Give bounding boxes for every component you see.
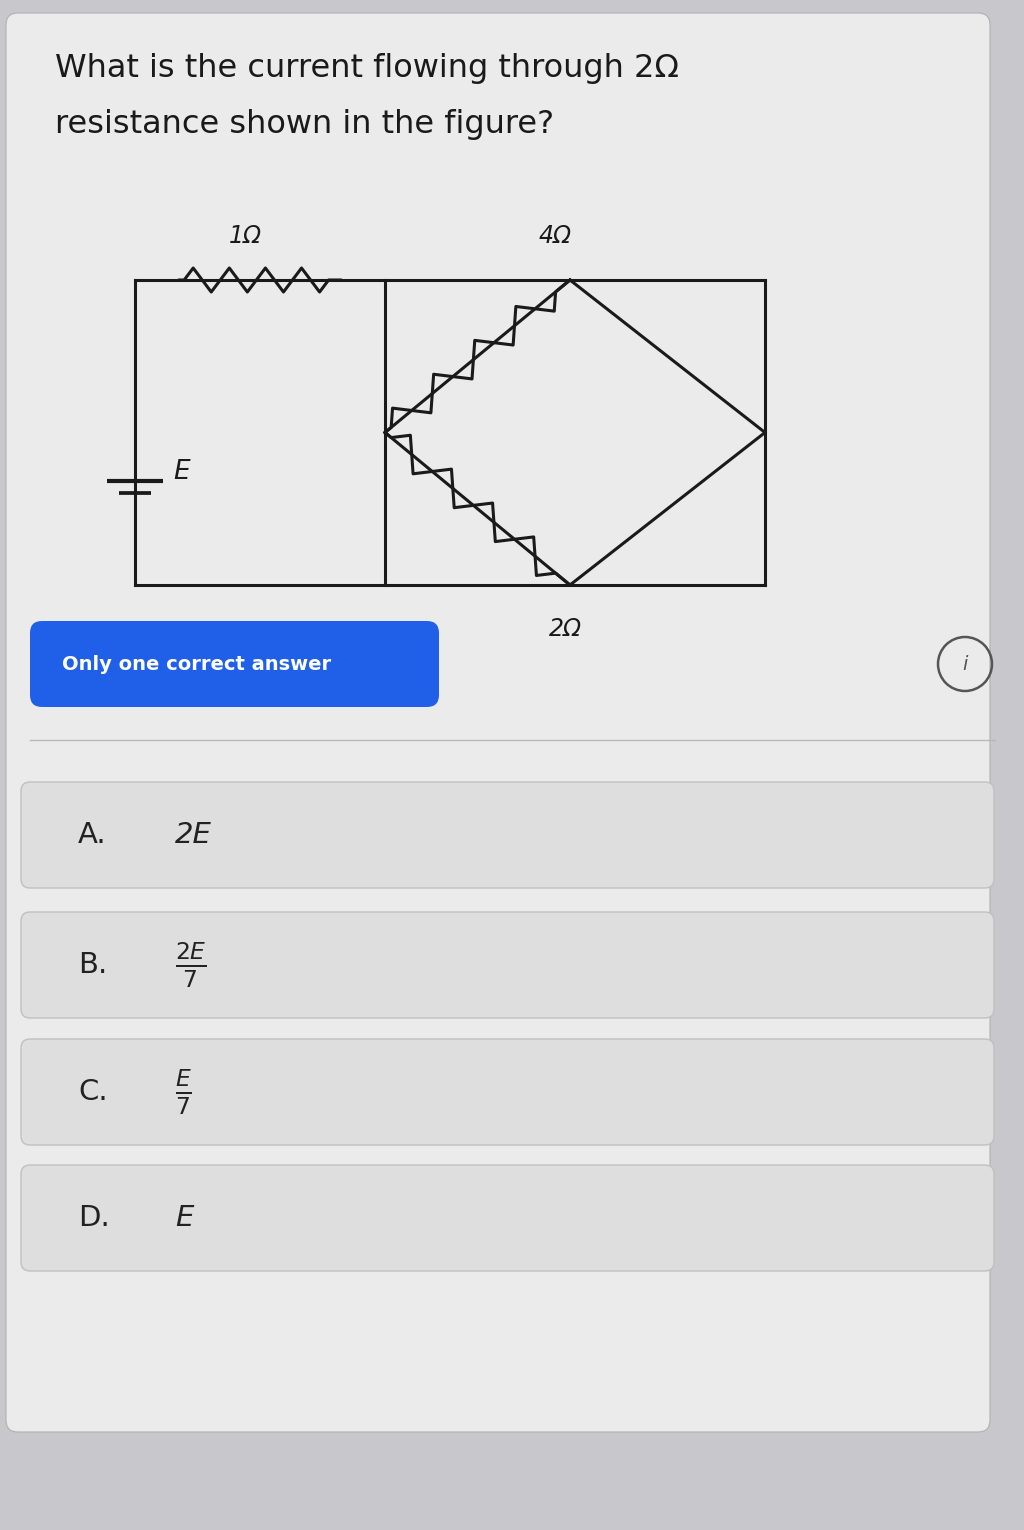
Text: C.: C. (78, 1079, 108, 1106)
Text: 1Ω: 1Ω (228, 223, 261, 248)
Text: D.: D. (78, 1204, 110, 1232)
Text: Only one correct answer: Only one correct answer (62, 655, 331, 673)
Text: 4Ω: 4Ω (539, 223, 571, 248)
Text: What is the current flowing through 2Ω: What is the current flowing through 2Ω (55, 52, 679, 84)
Text: 2E: 2E (175, 822, 212, 849)
Text: B.: B. (78, 952, 108, 979)
FancyBboxPatch shape (30, 621, 439, 707)
Text: A.: A. (78, 822, 106, 849)
Text: resistance shown in the figure?: resistance shown in the figure? (55, 110, 554, 141)
Text: $\frac{2E}{7}$: $\frac{2E}{7}$ (175, 941, 207, 990)
FancyBboxPatch shape (22, 782, 994, 887)
Text: $\frac{E}{7}$: $\frac{E}{7}$ (175, 1068, 191, 1117)
Text: E: E (173, 459, 189, 485)
FancyBboxPatch shape (22, 1164, 994, 1271)
Text: i: i (963, 655, 968, 673)
FancyBboxPatch shape (6, 12, 990, 1432)
Text: E: E (175, 1204, 194, 1232)
FancyBboxPatch shape (22, 912, 994, 1017)
Text: 2Ω: 2Ω (549, 617, 582, 641)
FancyBboxPatch shape (22, 1039, 994, 1144)
